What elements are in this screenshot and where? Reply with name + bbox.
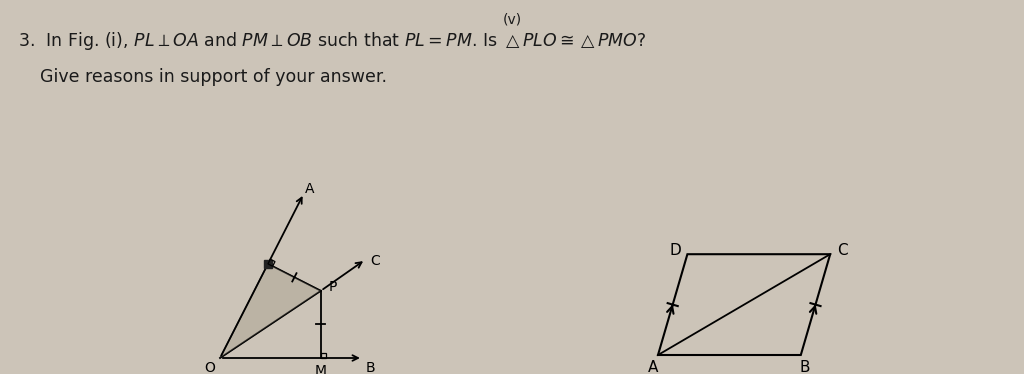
Text: C: C (837, 243, 848, 258)
Text: (v): (v) (503, 12, 521, 26)
Text: B: B (800, 361, 810, 374)
Text: D: D (670, 243, 681, 258)
Text: O: O (205, 361, 215, 374)
Text: A: A (305, 183, 314, 196)
Text: C: C (371, 254, 380, 269)
Text: B: B (366, 361, 376, 374)
Text: 3.  In Fig. (i), $PL \perp OA$ and $PM \perp OB$ such that $PL = PM$. Is $\trian: 3. In Fig. (i), $PL \perp OA$ and $PM \p… (18, 30, 646, 52)
Text: Give reasons in support of your answer.: Give reasons in support of your answer. (40, 68, 387, 86)
Text: A: A (648, 361, 658, 374)
Text: M: M (314, 364, 327, 374)
Text: P: P (329, 280, 337, 294)
Polygon shape (220, 264, 321, 358)
